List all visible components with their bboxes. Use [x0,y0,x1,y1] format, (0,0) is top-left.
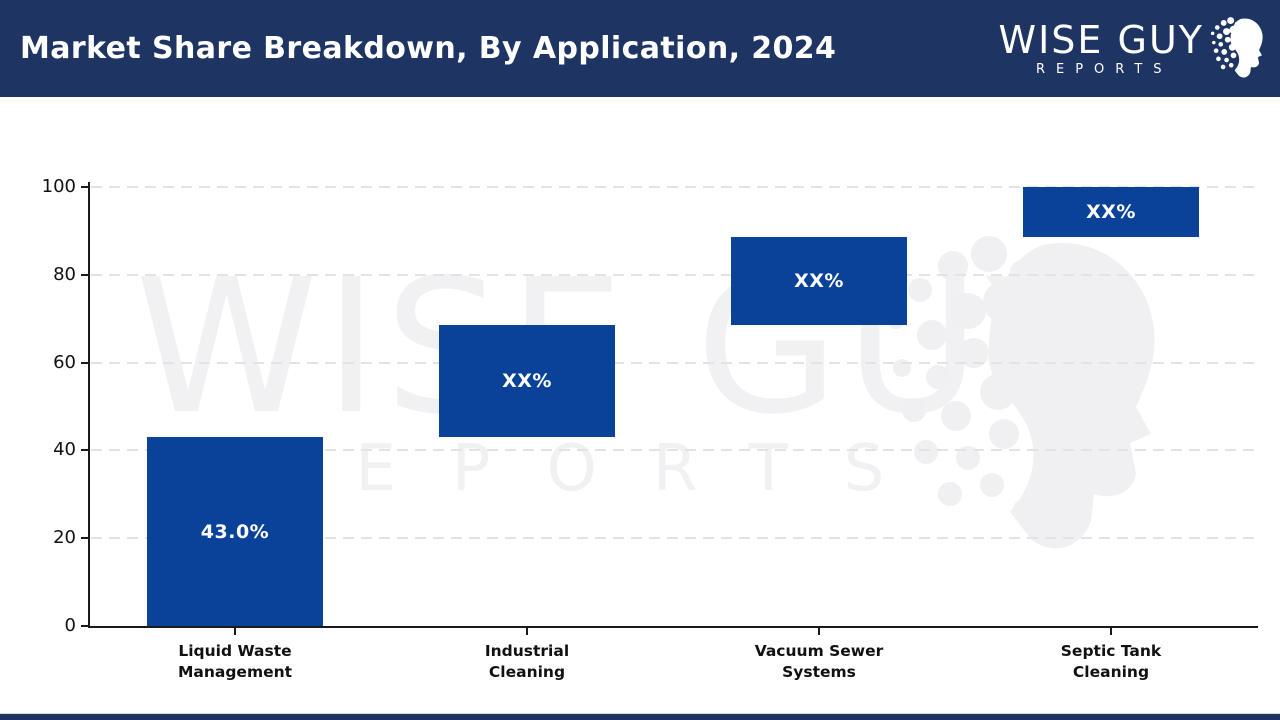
bar-liquid-waste-management: 43.0% [147,437,323,626]
header-bar: Market Share Breakdown, By Application, … [0,0,1280,97]
x-tick-mark-0 [234,628,236,635]
category-label-1: Industrial Cleaning [407,641,647,683]
category-label-line: Septic Tank [1060,642,1162,660]
y-tick-mark-20 [81,537,89,540]
x-tick-mark-3 [1110,628,1112,635]
bar-vacuum-sewer-systems: XX% [731,237,907,326]
wiseguy-logo-text: WISE GUY REPORTS [999,20,1204,77]
gridline-y-20 [91,537,1257,540]
x-tick-mark-2 [818,628,820,635]
watermark-subtitle: REPORTS [255,432,941,506]
footer-hairline [0,713,1280,714]
bar-value-label: XX% [1086,201,1136,224]
category-label-line: Cleaning [1072,663,1150,681]
y-tick-mark-0 [81,625,89,627]
category-label-3: Septic Tank Cleaning [991,641,1231,683]
waterfall-chart: 0 20 40 60 80 100 43.0% Liquid Waste Management X… [0,97,1280,714]
gridline-y-40 [91,449,1257,452]
gridline-y-100 [91,186,1257,188]
gridline-y-60 [91,361,1257,364]
y-tick-label-40: 40 [53,439,76,461]
bar-industrial-cleaning: XX% [439,325,615,438]
y-tick-mark-100 [81,186,89,188]
y-tick-mark-60 [81,361,89,364]
category-label-0: Liquid Waste Management [115,641,355,683]
y-tick-label-80: 80 [53,263,76,285]
x-tick-mark-1 [526,628,528,635]
bar-septic-tank-cleaning: XX% [1023,187,1199,238]
page-title: Market Share Breakdown, By Application, … [20,31,837,66]
y-tick-label-60: 60 [53,351,76,373]
wiseguy-logo: WISE GUY REPORTS [999,9,1266,89]
category-label-line: Systems [782,663,856,681]
y-tick-label-0: 0 [64,615,76,636]
bar-value-label: XX% [502,370,552,393]
category-label-line: Industrial [484,642,570,660]
bar-value-label: XX% [794,270,844,293]
gridline-y-80 [91,273,1257,276]
category-label-line: Management [177,663,293,681]
y-tick-label-20: 20 [53,527,76,549]
y-tick-mark-40 [81,449,89,452]
watermark-face-icon [887,236,1155,549]
category-label-line: Liquid Waste [178,642,292,660]
logo-wordmark: WISE GUY [998,18,1204,62]
y-tick-mark-80 [81,273,89,276]
bar-value-label: 43.0% [200,520,270,543]
footer-strip [0,714,1280,720]
x-axis-line [88,626,1258,628]
category-label-2: Vacuum Sewer Systems [699,641,939,683]
logo-subtitle: REPORTS [1035,62,1173,77]
wiseguy-face-icon [1210,16,1263,77]
y-tick-label-100: 100 [41,176,76,197]
y-axis-line [88,182,90,628]
category-label-line: Cleaning [488,663,566,681]
category-label-line: Vacuum Sewer [754,642,884,660]
